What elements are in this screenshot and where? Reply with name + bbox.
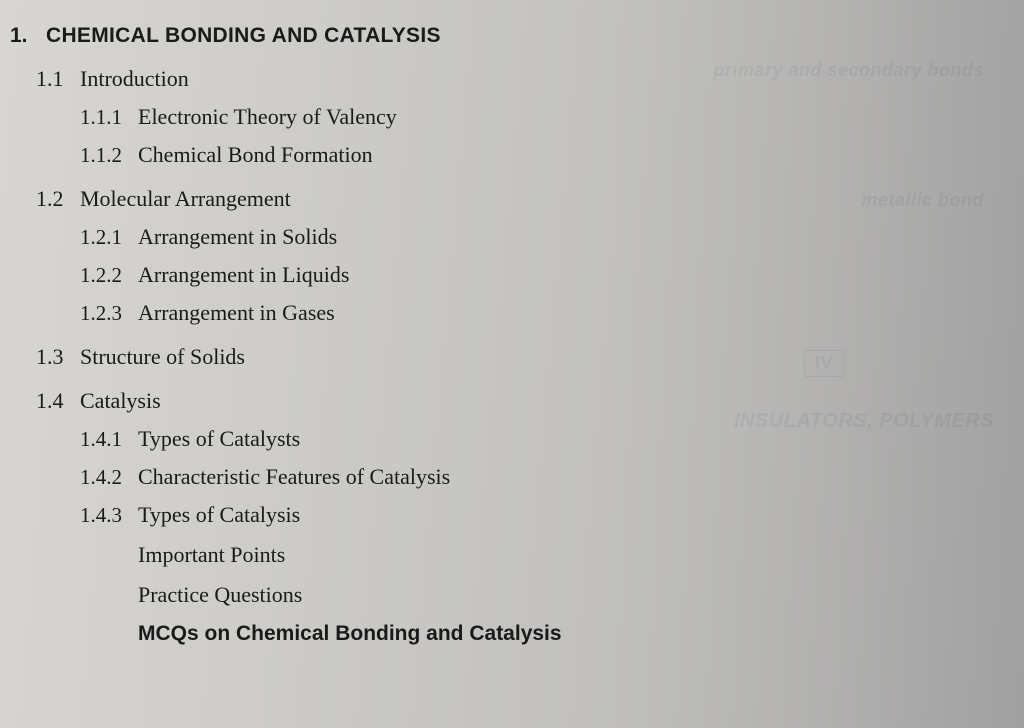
section-title: Catalysis [80, 388, 161, 414]
tail-practice-questions: Practice Questions [10, 582, 1014, 608]
subsection-title: Types of Catalysts [138, 426, 300, 452]
chapter-heading: 1. CHEMICAL BONDING AND CATALYSIS [10, 24, 1014, 48]
subsection-number: 1.4.2 [10, 465, 138, 490]
section-row: 1.4 Catalysis [10, 388, 1014, 414]
tail-important-points: Important Points [10, 542, 1014, 568]
subsection-number: 1.4.3 [10, 503, 138, 528]
subsection-number: 1.4.1 [10, 427, 138, 452]
subsection-row: 1.2.1 Arrangement in Solids [10, 224, 1014, 250]
section-number: 1.3 [10, 344, 80, 370]
subsection-title: Arrangement in Liquids [138, 262, 349, 288]
subsection-row: 1.1.1 Electronic Theory of Valency [10, 104, 1014, 130]
subsection-number: 1.1.2 [10, 143, 138, 168]
subsection-row: 1.4.2 Characteristic Features of Catalys… [10, 464, 1014, 490]
subsection-number: 1.1.1 [10, 105, 138, 130]
subsection-row: 1.2.3 Arrangement in Gases [10, 300, 1014, 326]
subsection-title: Arrangement in Gases [138, 300, 335, 326]
subsection-title: Characteristic Features of Catalysis [138, 464, 450, 490]
subsection-title: Types of Catalysis [138, 502, 300, 528]
section-number: 1.2 [10, 186, 80, 212]
subsection-number: 1.2.3 [10, 301, 138, 326]
table-of-contents: 1. CHEMICAL BONDING AND CATALYSIS 1.1 In… [10, 24, 1014, 646]
subsection-row: 1.4.3 Types of Catalysis [10, 502, 1014, 528]
tail-mcqs: MCQs on Chemical Bonding and Catalysis [10, 622, 1014, 646]
section-title: Structure of Solids [80, 344, 245, 370]
section-title: Introduction [80, 66, 189, 92]
section-number: 1.4 [10, 388, 80, 414]
subsection-title: Electronic Theory of Valency [138, 104, 397, 130]
section-row: 1.1 Introduction [10, 66, 1014, 92]
subsection-title: Chemical Bond Formation [138, 142, 373, 168]
subsection-number: 1.2.2 [10, 263, 138, 288]
subsection-row: 1.1.2 Chemical Bond Formation [10, 142, 1014, 168]
section-row: 1.3 Structure of Solids [10, 344, 1014, 370]
chapter-number: 1. [10, 24, 46, 48]
subsection-title: Arrangement in Solids [138, 224, 337, 250]
section-title: Molecular Arrangement [80, 186, 291, 212]
section-row: 1.2 Molecular Arrangement [10, 186, 1014, 212]
chapter-title: CHEMICAL BONDING AND CATALYSIS [46, 24, 441, 48]
subsection-number: 1.2.1 [10, 225, 138, 250]
section-number: 1.1 [10, 66, 80, 92]
subsection-row: 1.4.1 Types of Catalysts [10, 426, 1014, 452]
subsection-row: 1.2.2 Arrangement in Liquids [10, 262, 1014, 288]
